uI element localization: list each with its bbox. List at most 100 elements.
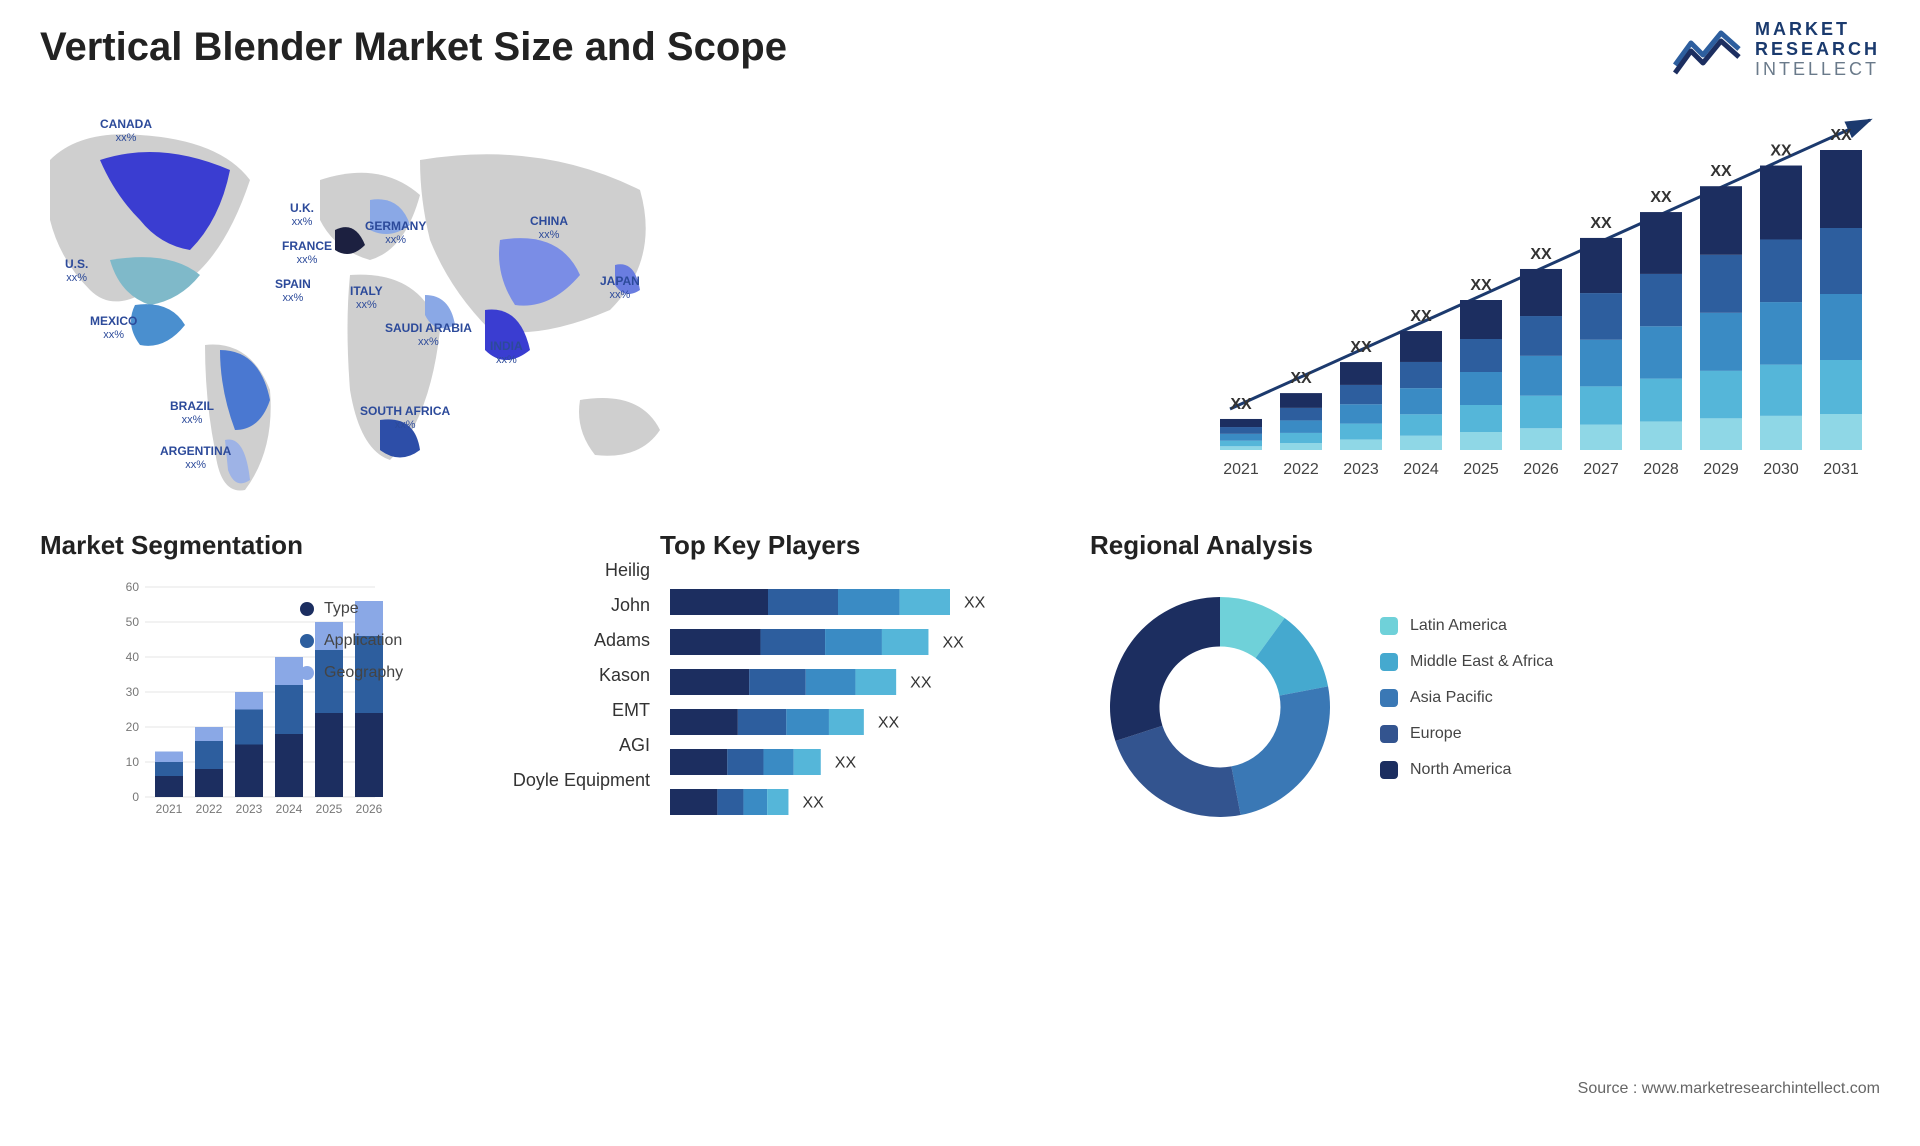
svg-text:2024: 2024: [276, 802, 303, 816]
legend-label: Europe: [1410, 725, 1462, 743]
svg-text:40: 40: [126, 650, 140, 664]
svg-text:60: 60: [126, 580, 140, 594]
svg-text:2029: 2029: [1703, 461, 1739, 478]
logo-text: MARKET RESEARCH INTELLECT: [1755, 20, 1880, 79]
legend-swatch-icon: [1380, 653, 1398, 671]
svg-text:XX: XX: [1650, 189, 1672, 206]
market-size-bar-chart: XX 2021 XX 2022 XX 2023 XX 2024 XX 2025 XX 2026 XX 20…: [1200, 110, 1880, 490]
svg-text:2027: 2027: [1583, 461, 1619, 478]
legend-swatch-icon: [300, 602, 314, 616]
legend-item: Asia Pacific: [1380, 689, 1553, 707]
world-map: CANADAxx% U.S.xx% MEXICOxx% BRAZILxx% ARGENT…: [20, 100, 700, 500]
svg-text:XX: XX: [1350, 339, 1372, 356]
svg-text:XX: XX: [1290, 370, 1312, 387]
country-label: CANADAxx%: [100, 118, 152, 144]
legend-label: Middle East & Africa: [1410, 653, 1553, 671]
player-name: Heilig: [490, 560, 650, 581]
regional-panel: Regional Analysis Latin America Middle Ea…: [1090, 530, 1610, 837]
legend-label: Type: [324, 600, 359, 618]
legend-label: Geography: [324, 664, 403, 682]
player-name: Adams: [490, 630, 650, 651]
segmentation-title: Market Segmentation: [40, 530, 470, 561]
svg-text:XX: XX: [1410, 308, 1432, 325]
country-label: SOUTH AFRICAxx%: [360, 405, 450, 431]
top-players-title: Top Key Players: [660, 530, 1060, 561]
player-name: Kason: [490, 665, 650, 686]
top-players-panel: Top Key Players XXXXXXXXXXXX: [660, 530, 1060, 857]
country-label: ITALYxx%: [350, 285, 383, 311]
brand-logo: MARKET RESEARCH INTELLECT: [1673, 20, 1880, 79]
svg-text:2031: 2031: [1823, 461, 1859, 478]
country-label: BRAZILxx%: [170, 400, 214, 426]
svg-text:XX: XX: [1230, 396, 1252, 413]
svg-text:XX: XX: [1470, 277, 1492, 294]
legend-label: Application: [324, 632, 402, 650]
country-label: SAUDI ARABIAxx%: [385, 322, 472, 348]
legend-label: Asia Pacific: [1410, 689, 1493, 707]
logo-mark-icon: [1673, 25, 1743, 75]
players-list: Heilig John Adams Kason EMT AGI Doyle Equipmen…: [490, 560, 650, 805]
top-players-chart: XXXXXXXXXXXX: [660, 577, 1060, 857]
legend-label: North America: [1410, 761, 1511, 779]
segmentation-legend: Type Application Geography: [300, 600, 460, 696]
legend-swatch-icon: [1380, 617, 1398, 635]
country-label: ARGENTINAxx%: [160, 445, 231, 471]
svg-text:10: 10: [126, 755, 140, 769]
svg-text:20: 20: [126, 720, 140, 734]
svg-text:2023: 2023: [236, 802, 263, 816]
svg-text:0: 0: [132, 790, 139, 804]
svg-text:2021: 2021: [156, 802, 183, 816]
svg-text:2024: 2024: [1403, 461, 1439, 478]
legend-item: Geography: [300, 664, 460, 682]
country-label: SPAINxx%: [275, 278, 311, 304]
legend-item: Europe: [1380, 725, 1553, 743]
player-name: AGI: [490, 735, 650, 756]
player-name: John: [490, 595, 650, 616]
legend-swatch-icon: [300, 634, 314, 648]
svg-text:2026: 2026: [1523, 461, 1559, 478]
legend-item: North America: [1380, 761, 1553, 779]
legend-item: Application: [300, 632, 460, 650]
regional-legend: Latin America Middle East & Africa Asia Pa…: [1380, 617, 1553, 797]
svg-text:30: 30: [126, 685, 140, 699]
svg-text:2021: 2021: [1223, 461, 1259, 478]
page-title: Vertical Blender Market Size and Scope: [40, 25, 787, 70]
legend-label: Latin America: [1410, 617, 1507, 635]
svg-text:2025: 2025: [316, 802, 343, 816]
svg-text:XX: XX: [1770, 143, 1792, 160]
legend-swatch-icon: [300, 666, 314, 680]
svg-text:2023: 2023: [1343, 461, 1379, 478]
svg-text:2026: 2026: [356, 802, 383, 816]
source-citation: Source : www.marketresearchintellect.com: [1578, 1080, 1880, 1098]
legend-swatch-icon: [1380, 761, 1398, 779]
legend-item: Type: [300, 600, 460, 618]
svg-text:XX: XX: [1530, 246, 1552, 263]
regional-donut-chart: [1090, 577, 1350, 837]
svg-text:XX: XX: [802, 795, 824, 812]
svg-text:XX: XX: [1830, 127, 1852, 144]
legend-swatch-icon: [1380, 725, 1398, 743]
legend-swatch-icon: [1380, 689, 1398, 707]
svg-text:2022: 2022: [1283, 461, 1319, 478]
svg-text:XX: XX: [835, 755, 857, 772]
country-label: GERMANYxx%: [365, 220, 426, 246]
svg-text:2025: 2025: [1463, 461, 1499, 478]
country-label: INDIAxx%: [490, 340, 523, 366]
legend-item: Latin America: [1380, 617, 1553, 635]
country-label: CHINAxx%: [530, 215, 568, 241]
player-name: EMT: [490, 700, 650, 721]
player-name: Doyle Equipment: [490, 770, 650, 791]
country-label: U.S.xx%: [65, 258, 88, 284]
svg-text:2028: 2028: [1643, 461, 1679, 478]
svg-text:XX: XX: [910, 675, 932, 692]
svg-text:XX: XX: [878, 715, 900, 732]
country-label: JAPANxx%: [600, 275, 640, 301]
svg-text:XX: XX: [942, 635, 964, 652]
svg-text:2022: 2022: [196, 802, 223, 816]
legend-item: Middle East & Africa: [1380, 653, 1553, 671]
regional-title: Regional Analysis: [1090, 530, 1610, 561]
country-label: MEXICOxx%: [90, 315, 137, 341]
country-label: U.K.xx%: [290, 202, 314, 228]
svg-text:XX: XX: [1710, 163, 1732, 180]
svg-text:50: 50: [126, 615, 140, 629]
